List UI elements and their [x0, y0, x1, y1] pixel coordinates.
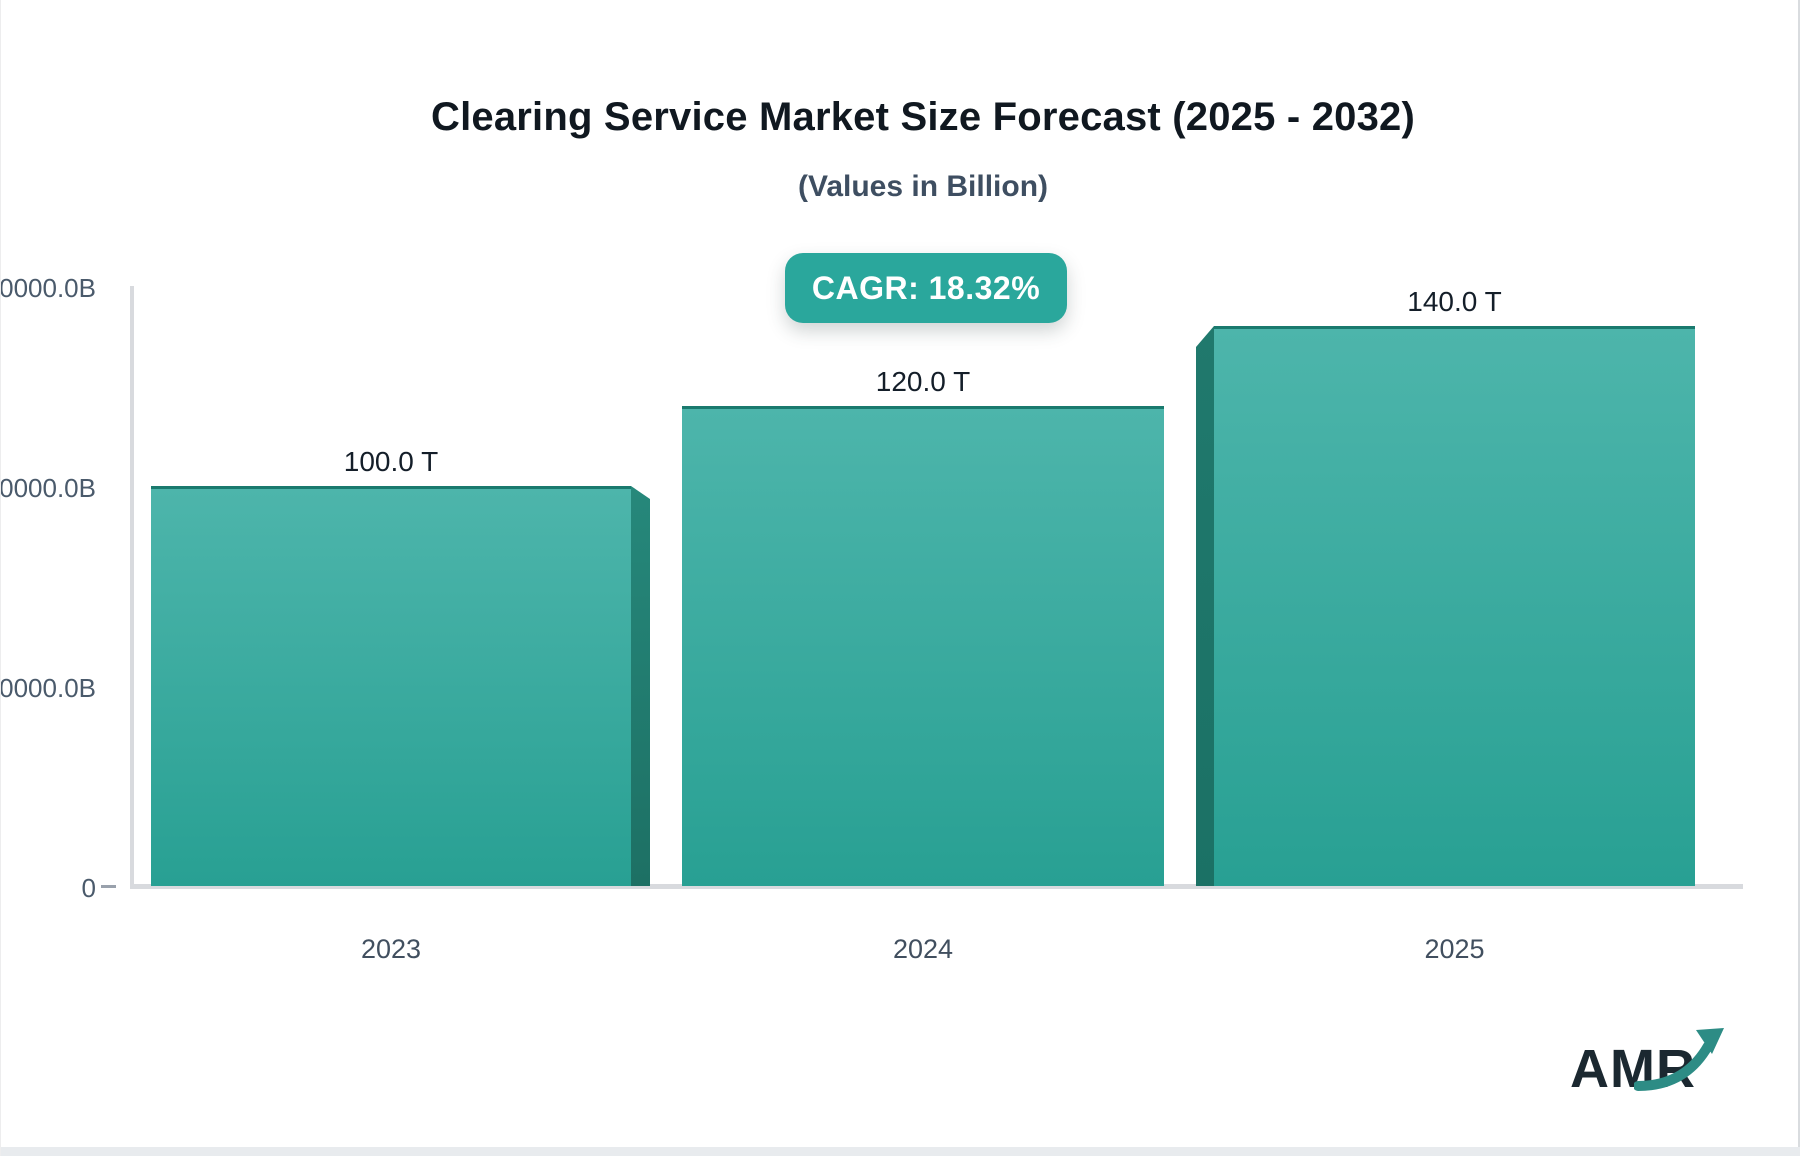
y-tick-50000: 50000.0B — [0, 673, 96, 703]
bar-2025-side-face — [1196, 326, 1214, 886]
y-tick-zero: 0 — [81, 873, 96, 903]
bar-value-label-2025: 140.0 T — [1407, 286, 1502, 317]
cagr-badge: CAGR: 18.32% — [785, 253, 1067, 323]
amr-logo-text: AMR — [1570, 1039, 1696, 1099]
bar-2025[interactable] — [1214, 326, 1695, 886]
x-label-2023: 2023 — [360, 934, 422, 964]
chart-subtitle: (Values in Billion) — [797, 170, 1049, 203]
y-axis-line — [130, 286, 134, 888]
bar-2023-side-face — [631, 486, 650, 886]
bar-value-label-2023: 100.0 T — [343, 446, 439, 477]
x-label-2024: 2024 — [892, 934, 954, 964]
y-tick-150000: 150000.0B — [0, 273, 96, 303]
x-label-2025: 2025 — [1424, 934, 1485, 964]
y-tick-100000: 100000.0B — [0, 473, 96, 503]
footer-strip — [1, 1147, 1800, 1156]
bar-2023[interactable] — [151, 486, 631, 886]
growth-arrow-icon — [1634, 1028, 1724, 1091]
zero-tick-mark — [101, 885, 116, 888]
x-axis-baseline — [130, 884, 1743, 889]
right-edge-line — [1798, 0, 1800, 1156]
chart-title: Clearing Service Market Size Forecast (2… — [430, 95, 1416, 139]
bar-value-label-2024: 120.0 T — [875, 366, 971, 397]
amr-logo: AMR — [1570, 1028, 1724, 1100]
bar-2024[interactable] — [682, 406, 1164, 886]
